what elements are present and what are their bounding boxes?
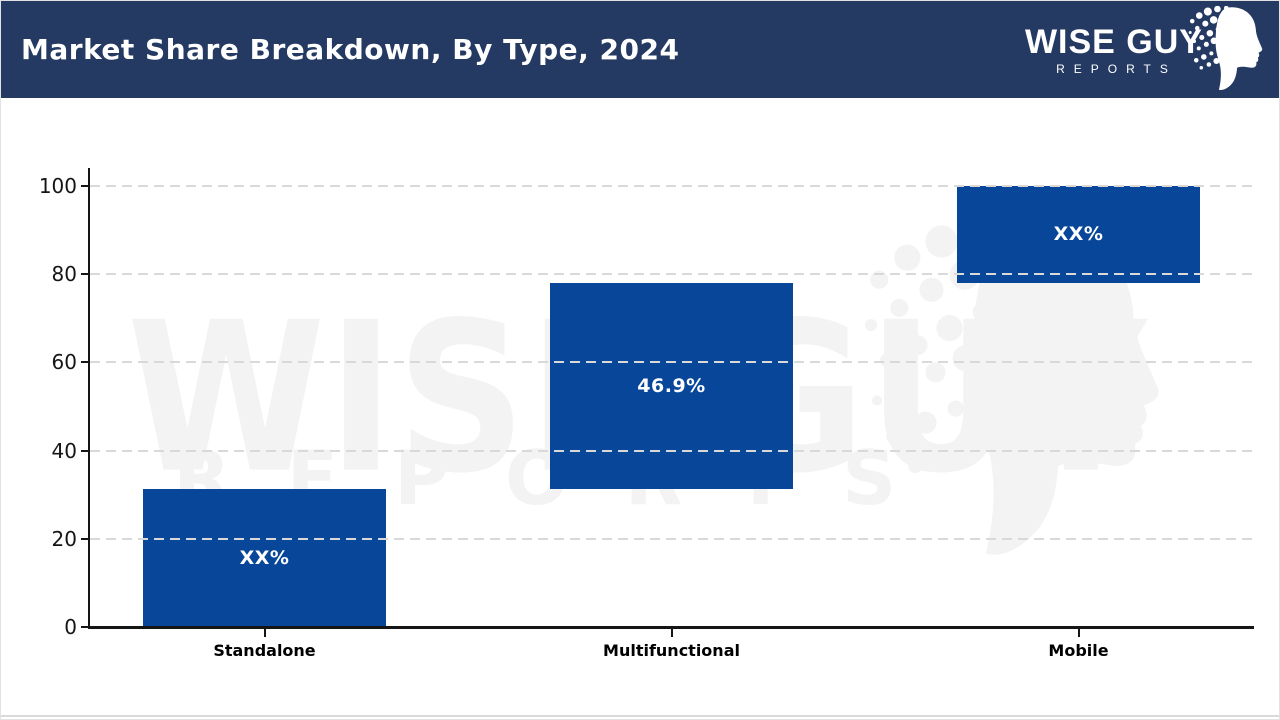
y-axis-tick	[81, 185, 90, 187]
x-axis-label-mobile: Mobile	[1048, 641, 1109, 660]
y-axis-tick-label: 60	[51, 350, 77, 375]
page-title: Market Share Breakdown, By Type, 2024	[21, 33, 680, 66]
gridline-40	[90, 449, 1254, 452]
brand-wordmark: WISE GUY REPORTS	[1025, 25, 1203, 75]
y-axis-line	[88, 168, 90, 629]
y-axis-tick-label: 100	[38, 174, 77, 198]
bar-value-label: XX%	[1053, 223, 1104, 246]
x-axis-label-multifunctional: Multifunctional	[603, 641, 740, 660]
y-axis-tick	[81, 449, 90, 452]
bar-value-label: XX%	[239, 547, 290, 570]
x-axis-tick	[1077, 629, 1080, 637]
logo-subtext: REPORTS	[1056, 61, 1177, 76]
y-axis-tick	[81, 361, 90, 364]
bar-multifunctional: 46.9%	[550, 282, 793, 490]
x-axis-label-standalone: Standalone	[213, 641, 316, 660]
gridline-60	[90, 361, 1254, 364]
brand-logo: WISE GUY REPORTS	[1025, 6, 1263, 93]
y-axis-tick	[81, 537, 90, 540]
bar-standalone: XX%	[143, 489, 386, 627]
bar-value-label: 46.9%	[637, 374, 706, 397]
gridline-80	[90, 273, 1254, 276]
y-axis-tick-label: 40	[51, 438, 77, 463]
bar-mobile: XX%	[957, 186, 1200, 283]
y-axis-tick-label: 0	[64, 615, 77, 639]
y-axis-tick-label: 80	[51, 262, 77, 287]
header-bar: Market Share Breakdown, By Type, 2024 WI…	[1, 1, 1279, 98]
x-axis-line	[88, 626, 1254, 629]
x-axis-tick	[670, 629, 673, 637]
logo-wordmark-text: WISE GUY	[1024, 22, 1203, 61]
logo-face-icon	[1188, 6, 1263, 91]
gridline-20	[90, 537, 1254, 540]
y-axis-tick-label: 20	[51, 526, 77, 551]
x-axis-tick	[263, 629, 266, 637]
y-axis-tick	[81, 626, 90, 628]
gridline-100	[90, 185, 1254, 187]
bottom-divider	[1, 715, 1279, 717]
y-axis-tick	[81, 273, 90, 276]
